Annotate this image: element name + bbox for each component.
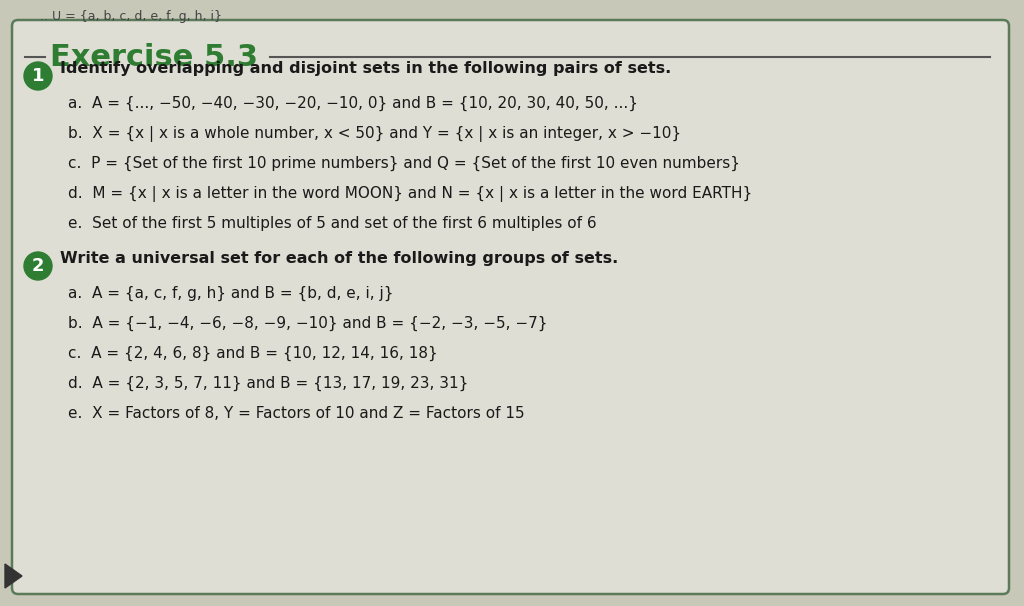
Text: c.  A = {2, 4, 6, 8} and B = {10, 12, 14, 16, 18}: c. A = {2, 4, 6, 8} and B = {10, 12, 14,… [68, 346, 437, 361]
Text: e.  Set of the first 5 multiples of 5 and set of the first 6 multiples of 6: e. Set of the first 5 multiples of 5 and… [68, 216, 597, 231]
Text: c.  P = {Set of the first 10 prime numbers} and Q = {Set of the first 10 even nu: c. P = {Set of the first 10 prime number… [68, 156, 740, 171]
Text: b.  A = {−1, −4, −6, −8, −9, −10} and B = {−2, −3, −5, −7}: b. A = {−1, −4, −6, −8, −9, −10} and B =… [68, 316, 548, 331]
Circle shape [24, 252, 52, 280]
Polygon shape [5, 564, 22, 588]
Text: d.  M = {x | x is a letter in the word MOON} and N = {x | x is a letter in the w: d. M = {x | x is a letter in the word MO… [68, 186, 753, 202]
Text: 1: 1 [32, 67, 44, 85]
Text: a.  A = {..., −50, −40, −30, −20, −10, 0} and B = {10, 20, 30, 40, 50, ...}: a. A = {..., −50, −40, −30, −20, −10, 0}… [68, 96, 638, 112]
Text: b.  X = {x | x is a whole number, x < 50} and Y = {x | x is an integer, x > −10}: b. X = {x | x is a whole number, x < 50}… [68, 126, 681, 142]
Text: Identify overlapping and disjoint sets in the following pairs of sets.: Identify overlapping and disjoint sets i… [60, 61, 672, 76]
Text: a.  A = {a, c, f, g, h} and B = {b, d, e, i, j}: a. A = {a, c, f, g, h} and B = {b, d, e,… [68, 286, 393, 301]
FancyBboxPatch shape [12, 20, 1009, 594]
Text: d.  A = {2, 3, 5, 7, 11} and B = {13, 17, 19, 23, 31}: d. A = {2, 3, 5, 7, 11} and B = {13, 17,… [68, 376, 468, 391]
Text: Exercise 5.3: Exercise 5.3 [50, 43, 258, 72]
Circle shape [24, 62, 52, 90]
Text: 2: 2 [32, 257, 44, 275]
Text: .. U = {a, b, c, d, e, f, g, h, i}: .. U = {a, b, c, d, e, f, g, h, i} [40, 10, 222, 23]
Text: e.  X = Factors of 8, Y = Factors of 10 and Z = Factors of 15: e. X = Factors of 8, Y = Factors of 10 a… [68, 406, 524, 421]
Text: Write a universal set for each of the following groups of sets.: Write a universal set for each of the fo… [60, 251, 618, 267]
